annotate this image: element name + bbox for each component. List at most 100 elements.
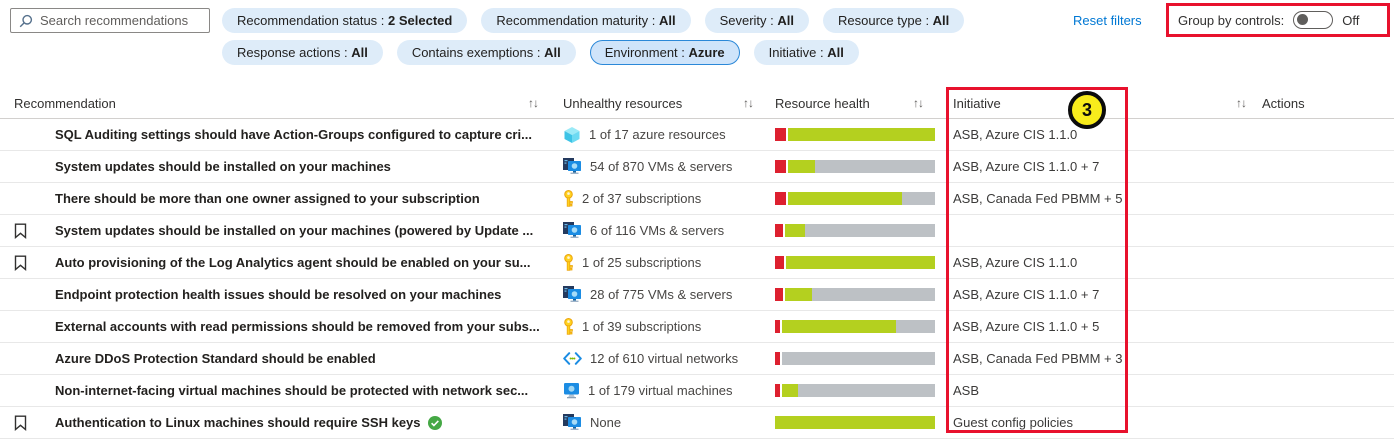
unhealthy-resources-text: 1 of 39 subscriptions [582,319,702,334]
health-segment-green [781,384,798,397]
initiative-text: ASB, Azure CIS 1.1.0 + 7 [953,287,1100,302]
table-row: Auto provisioning of the Log Analytics a… [0,247,1394,279]
column-header-unhealthy-resources[interactable]: Unhealthy resources ↑↓ [548,96,775,111]
column-header-initiative[interactable]: Initiative ↑↓ [953,96,1262,111]
filter-pill-response-actions[interactable]: Response actions : All [222,40,383,65]
health-segment-green [788,192,902,205]
unhealthy-resources-text: 12 of 610 virtual networks [590,351,739,366]
resource-health-bar [775,256,935,269]
recommendation-link[interactable]: External accounts with read permissions … [55,319,540,334]
virtual-machine-icon [563,382,580,399]
column-header-actions: Actions [1262,96,1394,111]
recommendation-text: System updates should be installed on yo… [55,223,534,238]
recommendation-link[interactable]: System updates should be installed on yo… [55,159,391,174]
resource-health-bar [775,192,935,205]
filter-pill-label: Severity [719,13,767,28]
filter-pill-value: 2 Selected [388,13,453,28]
recommendation-link[interactable]: Endpoint protection health issues should… [55,287,501,302]
recommendation-text: Authentication to Linux machines should … [55,415,421,430]
unhealthy-resources-cell: None [548,414,775,431]
recommendation-cell: Auto provisioning of the Log Analytics a… [0,255,548,271]
initiative-cell: ASB, Canada Fed PBMM + 5 [953,191,1262,206]
bookmark-icon[interactable] [14,223,40,239]
filter-pill-label: Resource type [838,13,922,28]
filter-pill-initiative[interactable]: Initiative : All [753,40,859,65]
recommendation-text: System updates should be installed on yo… [55,159,391,174]
resource-health-bar [775,128,935,141]
initiative-text: ASB [953,383,980,398]
filter-pill-label: Recommendation status [237,13,378,28]
filter-pill-value: All [827,45,844,60]
health-segment-red [775,320,780,333]
initiative-text: ASB, Canada Fed PBMM + 3 [953,351,1123,366]
recommendation-link[interactable]: SQL Auditing settings should have Action… [55,127,532,142]
health-segment-red [775,256,785,269]
unhealthy-resources-cell: 1 of 39 subscriptions [548,318,775,335]
health-segment-red [775,128,787,141]
reset-filters-link[interactable]: Reset filters [1073,13,1142,28]
health-segment-green [786,256,935,269]
sort-icon[interactable]: ↑↓ [913,96,924,110]
health-segment-red [775,160,787,173]
unhealthy-resources-cell: 2 of 37 subscriptions [548,190,775,207]
filter-pill-contains-exemptions[interactable]: Contains exemptions : All [396,40,576,65]
filter-pill-value: All [777,13,794,28]
column-header-label: Resource health [775,95,870,111]
resource-health-bar [775,160,935,173]
recommendation-cell: System updates should be installed on yo… [0,223,548,239]
initiative-cell: ASB [953,383,1262,398]
recommendation-link[interactable]: Azure DDoS Protection Standard should be… [55,351,376,366]
filter-pill-separator: : [648,13,659,28]
column-header-recommendation[interactable]: Recommendation ↑↓ [0,96,548,111]
recommendation-link[interactable]: Authentication to Linux machines should … [55,415,442,430]
health-segment-green [775,416,935,429]
filter-pill-recommendation-maturity[interactable]: Recommendation maturity : All [481,8,691,33]
group-by-controls-toggle[interactable] [1293,11,1334,29]
recommendation-link[interactable]: There should be more than one owner assi… [55,191,480,206]
recommendation-link[interactable]: Auto provisioning of the Log Analytics a… [55,255,530,270]
column-header-label: Actions [1262,95,1305,111]
health-segment-red [775,384,780,397]
vm-servers-icon [563,158,582,175]
filter-pill-value: All [932,13,950,28]
table-row: Authentication to Linux machines should … [0,407,1394,439]
unhealthy-resources-text: 1 of 25 subscriptions [582,255,702,270]
filter-pill-severity[interactable]: Severity : All [704,8,809,33]
recommendation-link[interactable]: Non-internet-facing virtual machines sho… [55,383,528,398]
search-placeholder: Search recommendations [40,13,189,28]
search-icon [19,14,33,28]
resource-health-cell [775,320,953,333]
health-segment-gray [781,352,935,365]
unhealthy-resources-text: 54 of 870 VMs & servers [590,159,733,174]
column-header-resource-health[interactable]: Resource health ↑↓ [775,96,953,111]
resource-health-cell [775,288,953,301]
resource-health-cell [775,416,953,429]
table-row: System updates should be installed on yo… [0,151,1394,183]
sort-icon[interactable]: ↑↓ [743,96,754,110]
search-input[interactable]: Search recommendations [10,8,210,33]
recommendation-cell: External accounts with read permissions … [0,319,548,334]
health-segment-gray [797,384,935,397]
filter-pill-environment[interactable]: Environment : Azure [589,40,740,65]
recommendation-link[interactable]: System updates should be installed on yo… [55,223,533,238]
virtual-network-icon [563,352,582,365]
sort-icon[interactable]: ↑↓ [528,96,539,110]
table-row: There should be more than one owner assi… [0,183,1394,215]
sort-icon[interactable]: ↑↓ [1236,96,1247,110]
recommendations-table: Recommendation ↑↓ Unhealthy resources ↑↓ Res… [0,88,1394,439]
table-row: Non-internet-facing virtual machines sho… [0,375,1394,407]
filter-toolbar: Search recommendations Recommendation st… [0,0,1394,80]
filter-pill-recommendation-status[interactable]: Recommendation status : 2 Selected [222,8,468,33]
filter-pill-separator: : [677,45,689,60]
filter-pill-value: All [544,45,561,60]
azure-resource-icon [563,126,581,144]
group-by-controls-highlight: Group by controls: Off [1166,3,1390,37]
health-segment-gray [901,192,935,205]
bookmark-icon[interactable] [14,255,40,271]
initiative-cell: ASB, Azure CIS 1.1.0 [953,255,1262,270]
health-segment-green [784,224,806,237]
filter-pill-resource-type[interactable]: Resource type : All [823,8,965,33]
bookmark-icon[interactable] [14,415,40,431]
health-segment-green [788,160,815,173]
recommendation-cell: SQL Auditing settings should have Action… [0,127,548,142]
